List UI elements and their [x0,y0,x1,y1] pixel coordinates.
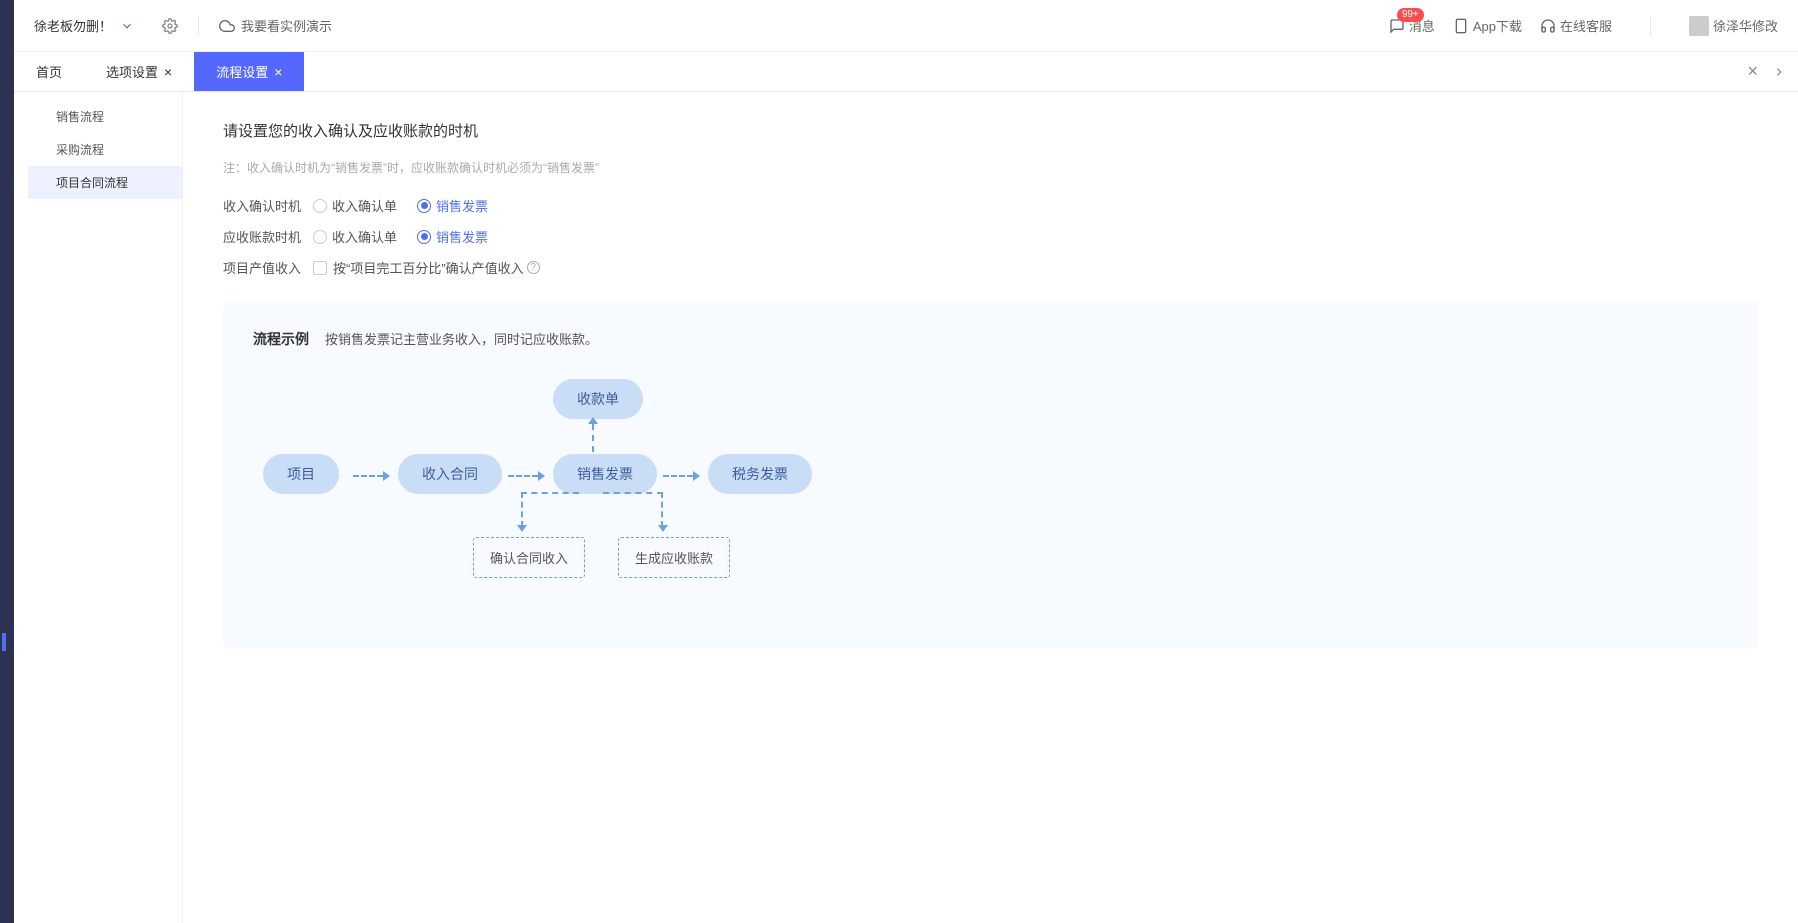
radio-income-confirm-doc[interactable]: 收入确认单 [313,227,397,246]
top-actions: 99+ 消息 App下载 在线客服 徐泽华修改 [1389,16,1778,36]
radio-label: 销售发票 [436,227,488,246]
flow-diagram: 收款单 项目 收入合同 销售发票 [263,379,1728,599]
user-menu[interactable]: 徐泽华修改 [1689,16,1778,36]
flow-desc: 按销售发票记主营业务收入，同时记应收账款。 [325,329,598,348]
help-icon[interactable]: ? [527,261,540,274]
username: 徐泽华修改 [1713,16,1778,35]
arrow-down [658,525,668,532]
radio-group-income: 收入确认单 销售发票 [313,196,488,215]
company-name: 徐老板勿删！ [34,16,112,35]
dash-line [521,492,579,494]
dash-line [603,492,663,494]
main-content: 销售流程 采购流程 项目合同流程 请设置您的收入确认及应收账款的时机 注：收入确… [28,92,1798,923]
divider [1650,16,1651,36]
cloud-icon [219,18,235,34]
service-label: 在线客服 [1560,16,1612,35]
node-tax-invoice: 税务发票 [708,454,812,494]
tab-close-icon[interactable]: × [274,64,282,80]
dash-line [521,492,581,527]
node-gen-receivable: 生成应收账款 [618,537,730,578]
node-project: 项目 [263,454,339,494]
checkbox-percent-complete[interactable] [313,261,327,275]
tab-flow-settings[interactable]: 流程设置 × [194,52,304,91]
form-row-receivable-timing: 应收账款时机 收入确认单 销售发票 [223,227,1758,246]
radio-icon [417,199,431,213]
form-label: 项目产值收入 [223,258,313,277]
arrow-down [517,525,527,532]
tabs-bar: 首页 选项设置 × 流程设置 × × [14,52,1798,92]
headset-icon [1540,18,1556,34]
service-button[interactable]: 在线客服 [1540,16,1612,35]
sidebar: 销售流程 采购流程 项目合同流程 [28,92,183,923]
checkbox-text: 按“项目完工百分比”确认产值收入 [333,258,524,277]
checkbox-label: 按“项目完工百分比”确认产值收入 ? [333,258,540,277]
tab-label: 选项设置 [106,62,158,81]
form-row-income-timing: 收入确认时机 收入确认单 销售发票 [223,196,1758,215]
arrow-up [588,417,598,452]
sidebar-item-sales-flow[interactable]: 销售流程 [28,100,182,133]
arrow-right [508,471,545,481]
radio-sales-invoice[interactable]: 销售发票 [417,196,488,215]
tab-label: 流程设置 [216,62,268,81]
form-row-project-value: 项目产值收入 按“项目完工百分比”确认产值收入 ? [223,258,1758,277]
radio-income-confirm-doc[interactable]: 收入确认单 [313,196,397,215]
sidebar-item-project-contract-flow[interactable]: 项目合同流程 [28,166,182,199]
page-note: 注：收入确认时机为“销售发票”时，应收账款确认时机必须为“销售发票” [223,159,1758,176]
close-all-tabs-icon[interactable]: × [1741,61,1764,82]
node-sales-invoice: 销售发票 [553,454,657,494]
tab-home[interactable]: 首页 [14,52,84,91]
tabs-actions: × [1741,52,1798,91]
flow-header: 流程示例 按销售发票记主营业务收入，同时记应收账款。 [253,329,1728,349]
node-confirm-income: 确认合同收入 [473,537,585,578]
company-selector[interactable]: 徐老板勿删！ [34,16,134,35]
chevron-down-icon [120,19,134,33]
message-badge: 99+ [1397,8,1424,22]
arrow-right [353,471,390,481]
messages-button[interactable]: 99+ 消息 [1389,16,1435,35]
top-bar: 徐老板勿删！ 我要看实例演示 99+ 消息 App下载 在线客服 [14,0,1798,52]
radio-icon [313,230,327,244]
radio-icon [313,199,327,213]
download-button[interactable]: App下载 [1453,16,1522,35]
arrow-right [663,471,700,481]
node-receipt: 收款单 [553,379,643,419]
expand-icon[interactable] [1772,65,1786,79]
flow-example-panel: 流程示例 按销售发票记主营业务收入，同时记应收账款。 收款单 项目 [223,301,1758,649]
download-label: App下载 [1473,16,1522,35]
radio-label: 收入确认单 [332,227,397,246]
phone-icon [1453,18,1469,34]
avatar [1689,16,1709,36]
demo-link-label: 我要看实例演示 [241,16,332,35]
left-nav-stripe [0,0,14,923]
radio-icon [417,230,431,244]
flow-title: 流程示例 [253,329,309,349]
sidebar-item-purchase-flow[interactable]: 采购流程 [28,133,182,166]
form-label: 收入确认时机 [223,196,313,215]
page-title: 请设置您的收入确认及应收账款的时机 [223,120,1758,141]
left-stripe-indicator [2,633,6,651]
divider [198,16,199,36]
radio-label: 收入确认单 [332,196,397,215]
form-label: 应收账款时机 [223,227,313,246]
demo-link[interactable]: 我要看实例演示 [219,16,332,35]
content-area: 请设置您的收入确认及应收账款的时机 注：收入确认时机为“销售发票”时，应收账款确… [183,92,1798,923]
tab-options[interactable]: 选项设置 × [84,52,194,91]
dash-line [603,492,663,527]
tab-close-icon[interactable]: × [164,64,172,80]
radio-sales-invoice[interactable]: 销售发票 [417,227,488,246]
radio-group-receivable: 收入确认单 销售发票 [313,227,488,246]
radio-label: 销售发票 [436,196,488,215]
node-income-contract: 收入合同 [398,454,502,494]
tab-label: 首页 [36,62,62,81]
gear-icon[interactable] [162,18,178,34]
